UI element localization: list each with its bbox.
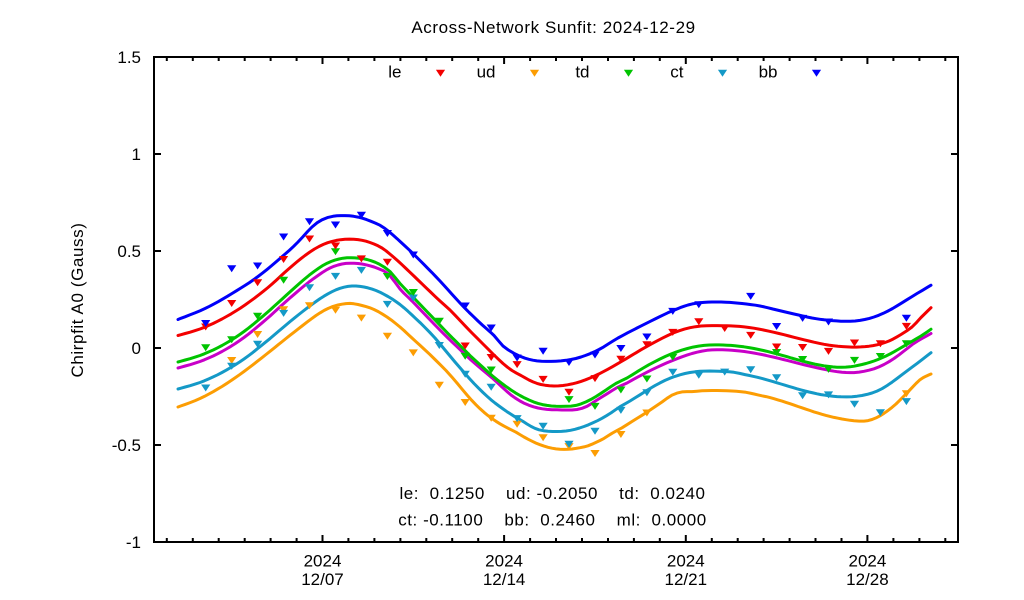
svg-text:td: td [575, 63, 589, 82]
svg-text:1.5: 1.5 [117, 48, 141, 67]
svg-text:-0.5: -0.5 [112, 436, 141, 455]
svg-text:12/14: 12/14 [483, 570, 526, 589]
svg-text:2024: 2024 [848, 552, 886, 571]
svg-text:Across-Network Sunfit: 2024-12: Across-Network Sunfit: 2024-12-29 [411, 18, 695, 37]
svg-text:ud: ud [477, 63, 496, 82]
svg-text:Chirpfit A0 (Gauss): Chirpfit A0 (Gauss) [68, 222, 87, 377]
svg-text:-1: -1 [126, 533, 141, 552]
svg-text:12/28: 12/28 [846, 570, 889, 589]
svg-text:2024: 2024 [667, 552, 705, 571]
svg-text:0: 0 [132, 339, 141, 358]
svg-text:12/21: 12/21 [665, 570, 708, 589]
svg-text:ct: ct [670, 63, 684, 82]
svg-text:2024: 2024 [304, 552, 342, 571]
svg-text:le: 0.1250 ud: -0.2050: le: 0.1250 ud: -0.2050 td: 0.0240 [399, 484, 705, 503]
svg-text:1: 1 [132, 145, 141, 164]
svg-text:le: le [388, 63, 401, 82]
svg-text:ct: -0.1100 bb: 0.2460: ct: -0.1100 bb: 0.2460 ml: 0.0000 [398, 510, 707, 529]
svg-text:0.5: 0.5 [117, 242, 141, 261]
svg-text:12/07: 12/07 [301, 570, 344, 589]
svg-text:bb: bb [759, 63, 778, 82]
svg-text:2024: 2024 [485, 552, 523, 571]
